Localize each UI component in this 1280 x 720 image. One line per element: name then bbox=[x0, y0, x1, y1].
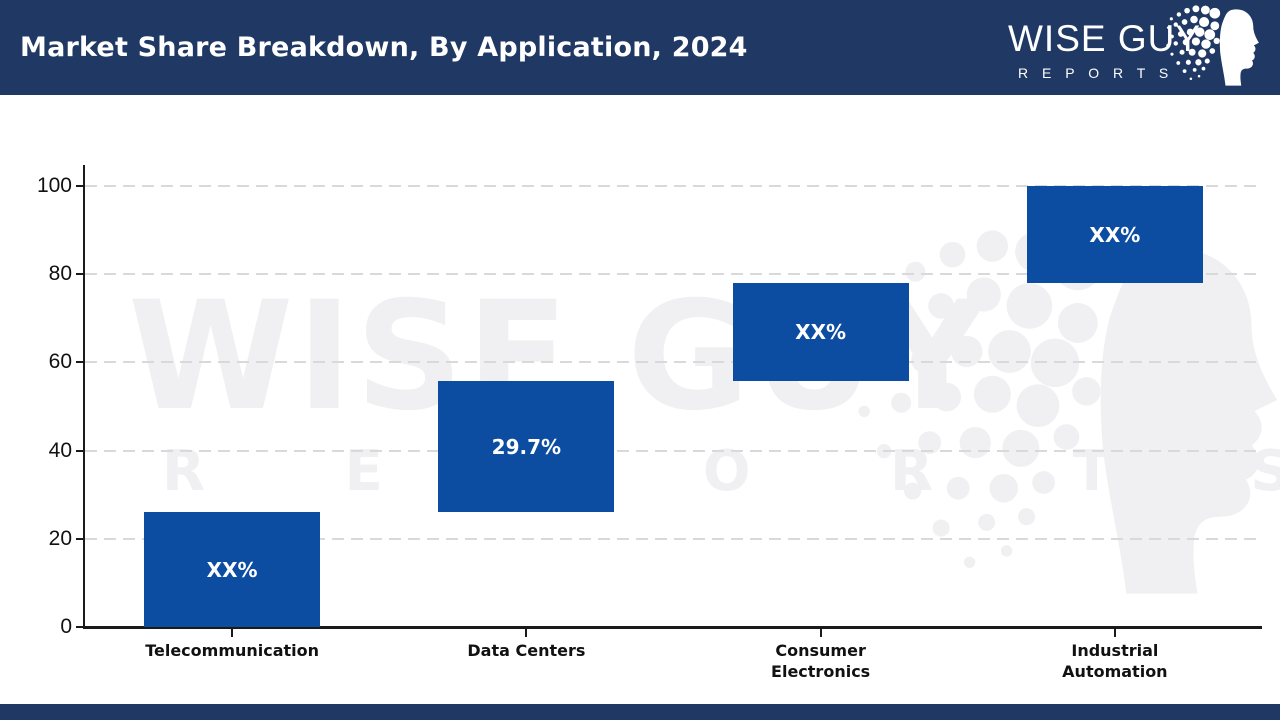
y-axis-line bbox=[83, 165, 85, 629]
y-tick-mark-80 bbox=[76, 273, 85, 276]
x-category-label: Telecommunication bbox=[145, 641, 320, 660]
y-tick-label-60: 60 bbox=[48, 350, 72, 374]
bar-segment: XX% bbox=[144, 512, 321, 627]
x-tick-mark bbox=[1113, 629, 1116, 637]
logo-reports-text: R E P O R T S bbox=[1018, 65, 1173, 81]
y-tick-mark-40 bbox=[76, 449, 85, 452]
bar-value-label: XX% bbox=[206, 557, 258, 582]
y-tick-mark-0 bbox=[76, 626, 85, 628]
x-tick-mark bbox=[819, 629, 822, 637]
x-category-label: Data Centers bbox=[467, 641, 586, 660]
bar-segment: XX% bbox=[732, 283, 909, 382]
bar-value-label: XX% bbox=[795, 320, 847, 345]
header-bar: Market Share Breakdown, By Application, … bbox=[0, 0, 1280, 95]
logo-wiseguy-text: WISE GUY bbox=[1008, 18, 1201, 59]
y-tick-label-80: 80 bbox=[48, 262, 72, 286]
y-tick-mark-100 bbox=[76, 185, 85, 187]
footer-bar bbox=[0, 704, 1280, 720]
x-axis-line bbox=[83, 626, 1262, 629]
x-tick-mark bbox=[231, 629, 234, 637]
y-tick-label-0: 0 bbox=[60, 615, 72, 638]
y-tick-label-100: 100 bbox=[36, 174, 72, 197]
x-category-label: Consumer Electronics bbox=[771, 641, 871, 681]
y-tick-mark-60 bbox=[76, 361, 85, 364]
watermark-reports-text: R E P O R T S bbox=[162, 439, 1280, 504]
y-tick-mark-20 bbox=[76, 537, 85, 540]
gridline-60 bbox=[85, 361, 1262, 364]
bar-value-label: XX% bbox=[1089, 222, 1141, 247]
wise-guy-reports-logo: WISE GUY R E P O R T S bbox=[1008, 5, 1259, 86]
x-tick-mark bbox=[525, 629, 528, 637]
page-title: Market Share Breakdown, By Application, … bbox=[20, 32, 748, 63]
bar-segment: XX% bbox=[1026, 186, 1203, 284]
gridline-20 bbox=[85, 537, 1262, 540]
bar-segment: 29.7% bbox=[438, 381, 615, 513]
gridline-100 bbox=[85, 185, 1262, 187]
gridline-40 bbox=[85, 449, 1262, 452]
gridline-80 bbox=[85, 273, 1262, 276]
y-tick-label-40: 40 bbox=[48, 438, 72, 462]
x-category-label: Industrial Automation bbox=[1062, 641, 1168, 681]
y-tick-label-20: 20 bbox=[48, 526, 72, 550]
bar-value-label: 29.7% bbox=[491, 434, 562, 459]
